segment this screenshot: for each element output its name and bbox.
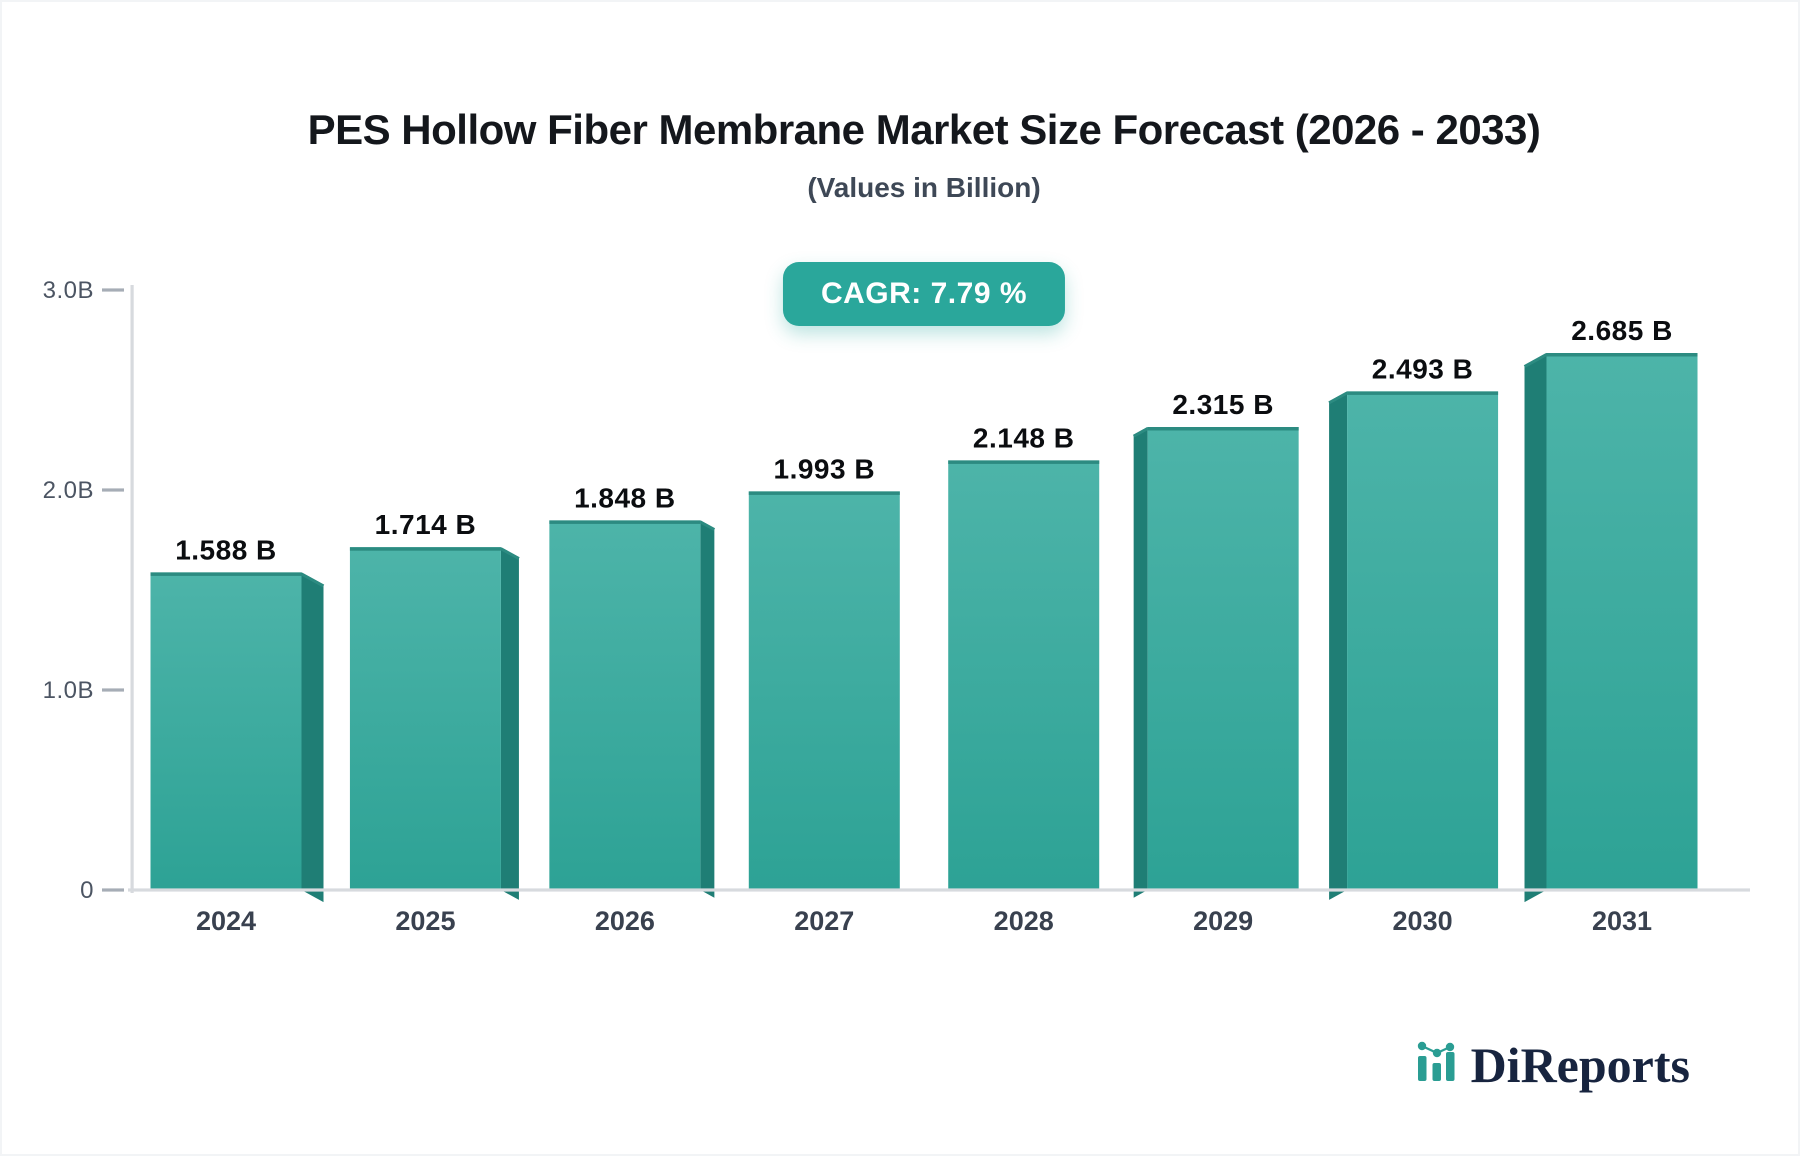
direports-logo: DiReports <box>1417 1037 1690 1093</box>
bar-side-top-edge <box>1132 427 1149 438</box>
mini-bar-chart-icon <box>1417 1041 1455 1081</box>
x-axis-label: 2025 <box>395 906 455 936</box>
bar-side <box>301 572 324 903</box>
bar-top-edge <box>948 460 1100 464</box>
x-axis-label: 2027 <box>794 906 854 936</box>
logo-dot <box>1445 1042 1454 1052</box>
bar-side-top-edge <box>500 547 520 560</box>
bar-value-label: 2.685 B <box>1571 315 1673 346</box>
bar-face <box>748 491 900 890</box>
bar-face <box>349 547 501 890</box>
y-tick-dash <box>102 288 124 292</box>
bar-face <box>549 520 701 890</box>
x-axis-label: 2030 <box>1393 906 1453 936</box>
chart-title: PES Hollow Fiber Membrane Market Size Fo… <box>307 106 1541 153</box>
logo-dot <box>1417 1041 1426 1051</box>
bar-value-label: 1.588 B <box>175 534 277 565</box>
y-tick-dash <box>102 888 124 892</box>
bar-face <box>1347 391 1499 890</box>
bar-value-label: 2.148 B <box>973 422 1075 453</box>
bar-2027: 1.993 B 2027 <box>748 453 900 936</box>
x-axis-label: 2028 <box>994 906 1054 936</box>
bar-face <box>1546 353 1698 890</box>
logo-bar <box>1445 1052 1455 1081</box>
bar-2028: 2.148 B 2028 <box>948 422 1100 936</box>
y-tick-label: 0 <box>80 877 94 904</box>
logo-bar <box>1417 1056 1427 1081</box>
logo-bar <box>1432 1063 1441 1081</box>
bar-face <box>150 572 302 890</box>
y-tick-label: 1.0B <box>43 677 94 704</box>
bar-top-edge <box>349 547 501 551</box>
chart-subtitle: (Values in Billion) <box>807 172 1041 203</box>
y-tick-dash <box>102 688 124 692</box>
bar-side <box>700 520 715 898</box>
bar-top-edge <box>1147 427 1299 431</box>
bar-value-label: 2.493 B <box>1372 353 1474 384</box>
bar-top-edge <box>1546 353 1698 357</box>
bar-value-label: 1.848 B <box>574 482 676 513</box>
bar-side-top-edge <box>1523 353 1548 368</box>
bar-2029: 2.315 B 2029 <box>1132 389 1299 936</box>
bar-2025: 1.714 B 2025 <box>349 509 520 936</box>
bar-top-edge <box>748 491 900 495</box>
y-tick-dash <box>102 488 124 492</box>
bar-value-label: 2.315 B <box>1172 389 1274 420</box>
bar-value-label: 1.993 B <box>774 453 876 484</box>
logo-text: DiReports <box>1470 1037 1690 1093</box>
bar-2031: 2.685 B 2031 <box>1523 315 1698 936</box>
y-tick-label: 3.0B <box>43 277 94 304</box>
x-axis-label: 2031 <box>1592 906 1652 936</box>
y-tick-label: 2.0B <box>43 477 94 504</box>
bar-side <box>1524 353 1547 903</box>
bar-top-edge <box>1347 391 1499 395</box>
y-axis-line <box>130 285 134 893</box>
x-axis-label: 2029 <box>1193 906 1253 936</box>
bar-value-label: 1.714 B <box>375 509 477 540</box>
bar-2024: 1.588 B 2024 <box>150 534 325 936</box>
bar-face <box>948 460 1100 890</box>
x-axis-label: 2026 <box>595 906 655 936</box>
bar-side-top-edge <box>300 572 325 588</box>
bar-side <box>1133 427 1148 898</box>
bar-2030: 2.493 B 2030 <box>1328 353 1499 936</box>
bar-side <box>500 547 519 900</box>
bar-top-edge <box>549 520 701 524</box>
bar-side-top-edge <box>699 520 716 531</box>
x-axis-label: 2024 <box>196 906 256 936</box>
bar-2026: 1.848 B 2026 <box>549 482 716 936</box>
x-axis-line <box>128 888 1750 892</box>
bar-side-top-edge <box>1328 391 1348 405</box>
cagr-badge: CAGR: 7.79 % <box>782 262 1066 326</box>
logo-dot <box>1432 1048 1441 1058</box>
bar-top-edge <box>150 572 302 576</box>
bar-face <box>1147 427 1299 890</box>
bar-side <box>1329 391 1348 900</box>
